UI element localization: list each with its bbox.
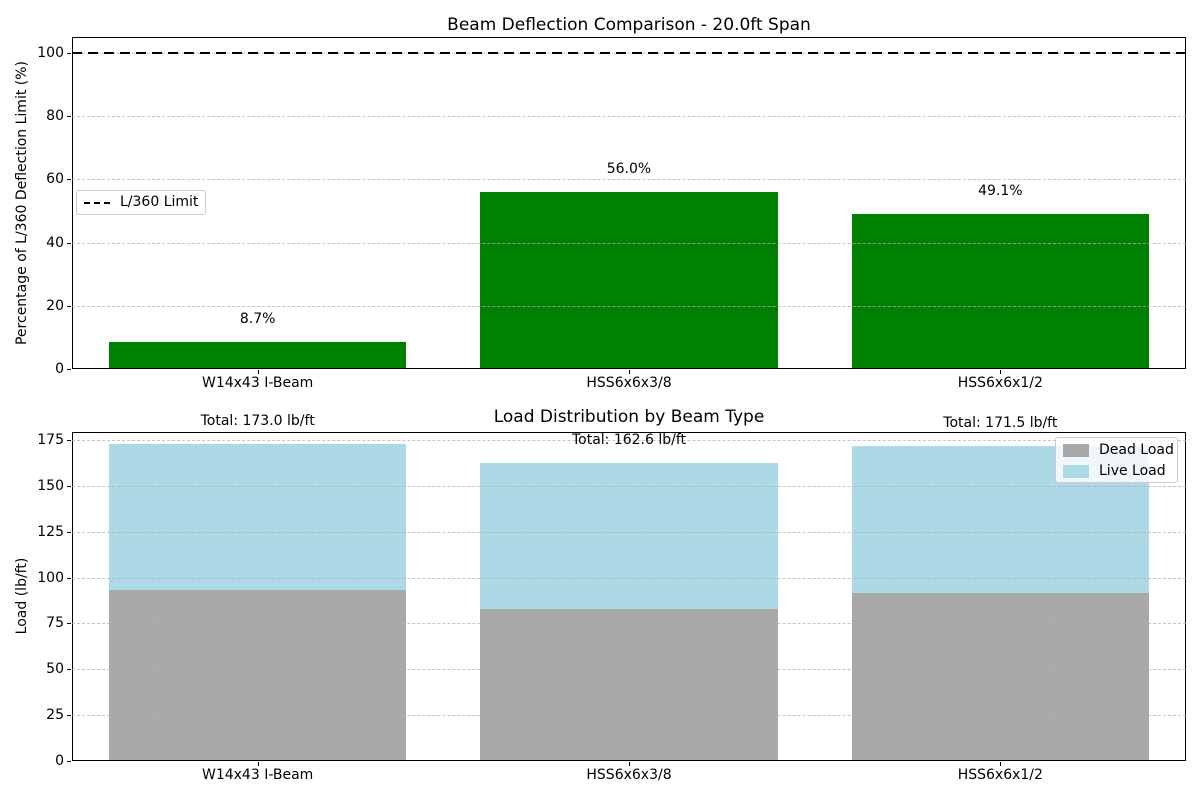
y-tick-mark [67,715,71,717]
x-tick-mark [629,762,630,766]
x-tick-label: HSS6x6x1/2 [957,767,1043,783]
bar-segment-dead-load [851,593,1149,760]
bar-segment-dead-load [109,590,407,760]
y-tick-label: 60 [46,171,64,188]
y-tick-label: 50 [46,661,64,678]
x-tick-label: HSS6x6x3/8 [586,767,672,783]
legend-dash-sample [84,202,110,204]
x-tick-mark [629,370,630,374]
gridline [72,116,1186,118]
x-tick-label: HSS6x6x3/8 [586,375,672,391]
y-tick-label: 100 [37,45,64,61]
y-tick-mark [67,577,71,579]
bar-HSS6x6x1/2 [851,213,1149,368]
x-tick-label: HSS6x6x1/2 [957,375,1043,391]
legend-label: Live Load [1099,463,1166,479]
x-tick-mark [1000,762,1002,766]
bar-value-label: 56.0% [606,161,652,178]
y-tick-label: 175 [37,431,64,448]
gridline [72,623,1186,625]
gridline [72,179,1186,181]
y-tick-mark [67,53,71,54]
y-tick-mark [67,242,71,244]
y-tick-mark [67,485,71,487]
y-tick-mark [67,623,71,625]
y-tick-mark [67,116,71,118]
y-tick-mark [67,369,71,370]
bar-segment-dead-load [480,609,778,760]
y-tick-label: 40 [46,234,64,251]
y-tick-label: 125 [37,523,64,540]
total-label: Total: 162.6 lb/ft [571,431,687,448]
gridline [72,305,1186,307]
y-tick-mark [67,531,71,533]
bar-segment-live-load [109,443,407,591]
bar-value-label: 8.7% [239,310,276,327]
y-tick-label: 80 [46,108,64,125]
y-tick-label: 150 [37,477,64,494]
gridline [72,715,1186,717]
y-tick-label: 0 [55,361,64,377]
total-label: Total: 173.0 lb/ft [200,412,315,429]
y-tick-mark [67,669,71,671]
legend-swatch-live-load [1063,465,1089,478]
gridline [72,242,1186,244]
bar-HSS6x6x3/8 [480,192,778,368]
y-tick-label: 0 [55,753,64,769]
x-tick-label: W14x43 I-Beam [201,767,314,783]
y-tick-label: 20 [46,297,64,314]
gridline [72,577,1186,579]
gridline [72,485,1186,487]
l360-limit-line [72,52,1186,54]
y-tick-label: 75 [46,615,64,632]
y-tick-label: 25 [46,707,64,724]
y-tick-mark [67,179,71,181]
x-tick-mark [257,762,259,766]
legend-label: Dead Load [1099,442,1174,458]
total-label: Total: 171.5 lb/ft [943,415,1058,432]
deflection-chart-title: Beam Deflection Comparison - 20.0ft Span [447,15,811,35]
bar-value-label: 49.1% [978,182,1023,199]
y-tick-label: 100 [37,569,64,586]
load-chart-title: Load Distribution by Beam Type [493,407,765,427]
gridline [72,669,1186,671]
x-tick-label: W14x43 I-Beam [201,375,314,391]
bar-segment-live-load [480,462,778,610]
x-tick-mark [257,370,259,374]
y-tick-mark [67,305,71,307]
y-tick-mark [67,761,71,762]
legend-swatch-dead-load [1063,444,1089,457]
bar-W14x43 I-Beam [109,341,407,368]
x-tick-mark [1000,370,1002,374]
gridline [72,531,1186,533]
legend-label: L/360 Limit [120,194,199,210]
y-tick-mark [67,439,71,441]
gridline [72,439,1186,441]
